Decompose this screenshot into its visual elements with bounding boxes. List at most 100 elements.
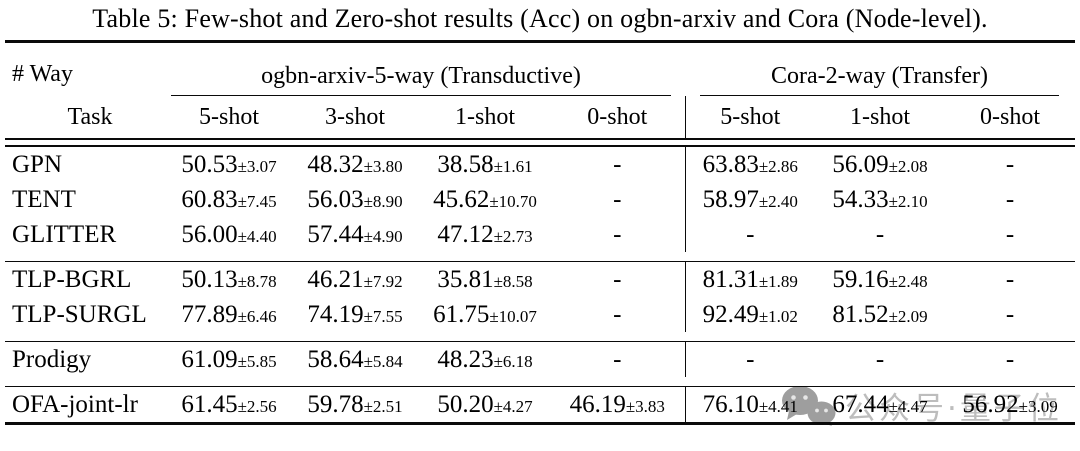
accuracy-value: 50.20 (437, 390, 494, 418)
value-cell: 58.97±2.40 (684, 182, 816, 217)
section-rule (5, 252, 1076, 262)
dash-cell: - (684, 341, 816, 377)
results-table: # Way ogbn-arxiv-5-way (Transductive) Co… (5, 40, 1076, 425)
table-row: Prodigy 61.09±5.85 58.64±5.84 48.23±6.18- - -… (5, 341, 1075, 378)
std-dev-value: ±6.18 (493, 351, 533, 371)
std-dev-value: ±4.27 (493, 396, 533, 416)
task-cell: TLP-BGRL (12, 265, 132, 293)
dash-cell: - (945, 342, 1075, 378)
value-cell: 60.83±7.45 (168, 182, 290, 217)
col-header-arxiv-3shot: 3-shot (325, 103, 385, 130)
task-cell: TENT (12, 185, 76, 213)
accuracy-value: 46.21 (307, 265, 364, 293)
std-dev-value: ±7.92 (363, 271, 403, 291)
accuracy-value: 59.16 (832, 265, 889, 293)
std-dev-value: ±2.51 (363, 396, 403, 416)
value-cell: 50.53±3.07 (168, 146, 290, 182)
group-header-arxiv: ogbn-arxiv-5-way (Transductive) (168, 42, 685, 96)
dash-value: - (613, 345, 622, 373)
task-cell: GPN (12, 150, 63, 178)
col-header-cora-1shot: 1-shot (850, 103, 911, 130)
col-header-arxiv-0shot: 0-shot (587, 103, 648, 130)
table-row: TLP-BGRL 50.13±8.78 46.21±7.92 35.81±8.58-8… (5, 261, 1075, 298)
std-dev-value: ±6.46 (237, 306, 277, 326)
accuracy-value: 48.23 (437, 345, 494, 373)
std-dev-value: ±4.40 (237, 226, 277, 246)
results-table-body: GPN 50.53±3.07 48.32±3.80 38.58±1.61-63.83±… (5, 146, 1076, 424)
std-dev-value: ±2.86 (758, 156, 798, 176)
dash-cell: - (945, 182, 1075, 217)
value-cell: 45.62±10.70 (420, 182, 550, 217)
accuracy-value: 76.10 (702, 390, 759, 418)
group-label-arxiv: ogbn-arxiv-5-way (Transductive) (171, 63, 672, 96)
dash-cell: - (945, 262, 1075, 298)
value-cell: 58.64±5.84 (290, 342, 420, 378)
value-cell: 77.89±6.46 (168, 297, 290, 332)
col-header-arxiv-5shot: 5-shot (199, 103, 259, 130)
std-dev-value: ±4.90 (363, 226, 403, 246)
section-rule (5, 332, 1076, 342)
accuracy-value: 56.03 (307, 185, 364, 213)
table-row: OFA-joint-lr 61.45±2.56 59.78±2.51 50.20±4.… (5, 386, 1075, 424)
accuracy-value: 60.83 (181, 185, 238, 213)
group-header-row: # Way ogbn-arxiv-5-way (Transductive) Co… (5, 42, 1075, 96)
value-cell: 56.00±4.40 (168, 217, 290, 252)
value-cell: 48.32±3.80 (290, 146, 420, 182)
dash-value: - (1005, 300, 1015, 328)
table-row: GLITTER 56.00±4.40 57.44±4.90 47.12±2.73- - -… (5, 217, 1075, 252)
std-dev-value: ±10.07 (489, 306, 537, 326)
accuracy-value: 63.83 (702, 150, 759, 178)
std-dev-value: ±4.47 (888, 396, 928, 416)
accuracy-value: 56.00 (181, 220, 238, 248)
accuracy-value: 58.97 (702, 185, 759, 213)
dash-value: - (613, 300, 622, 328)
value-cell: 61.75±10.07 (420, 297, 550, 332)
value-cell: 74.19±7.55 (290, 297, 420, 332)
value-cell: 57.44±4.90 (290, 217, 420, 252)
value-cell: 46.21±7.92 (290, 262, 420, 298)
accuracy-value: 61.45 (181, 390, 238, 418)
value-cell: 67.44±4.47 (815, 387, 945, 424)
value-cell: 61.45±2.56 (168, 387, 290, 424)
dash-value: - (613, 265, 622, 293)
std-dev-value: ±3.80 (363, 156, 403, 176)
dash-cell: - (550, 182, 685, 217)
value-cell: 48.23±6.18 (420, 342, 550, 378)
dash-value: - (875, 220, 885, 248)
std-dev-value: ±5.84 (363, 351, 403, 371)
accuracy-value: 59.78 (307, 390, 364, 418)
dash-cell: - (684, 217, 816, 252)
std-dev-value: ±5.85 (237, 351, 277, 371)
value-cell: 81.52±2.09 (815, 297, 945, 332)
value-cell: 54.33±2.10 (815, 182, 945, 217)
value-cell: 50.20±4.27 (420, 387, 550, 424)
accuracy-value: 48.32 (307, 150, 364, 178)
value-cell: 92.49±1.02 (684, 297, 816, 332)
dash-value: - (1005, 220, 1015, 248)
value-cell: 81.31±1.89 (684, 261, 816, 297)
std-dev-value: ±10.70 (489, 191, 537, 211)
accuracy-value: 57.44 (307, 220, 364, 248)
dash-cell: - (945, 217, 1075, 252)
value-cell: 59.16±2.48 (815, 262, 945, 298)
std-dev-value: ±2.08 (888, 156, 928, 176)
dash-cell: - (550, 146, 685, 182)
dash-value: - (613, 220, 622, 248)
task-cell: GLITTER (12, 220, 117, 248)
dash-value: - (1005, 265, 1015, 293)
value-cell: 47.12±2.73 (420, 217, 550, 252)
dash-value: - (746, 220, 755, 248)
table-row: GPN 50.53±3.07 48.32±3.80 38.58±1.61-63.83±… (5, 146, 1075, 182)
dash-cell: - (550, 262, 685, 298)
std-dev-value: ±7.55 (363, 306, 403, 326)
value-cell: 38.58±1.61 (420, 146, 550, 182)
std-dev-value: ±2.56 (237, 396, 277, 416)
value-cell: 46.19±3.83 (550, 387, 685, 424)
accuracy-value: 56.92 (962, 390, 1019, 418)
value-cell: 56.09±2.08 (815, 146, 945, 182)
col-header-cora-5shot: 5-shot (684, 96, 816, 139)
std-dev-value: ±8.78 (237, 271, 277, 291)
dash-cell: - (550, 297, 685, 332)
col-header-arxiv-1shot: 1-shot (455, 103, 515, 130)
std-dev-value: ±2.48 (888, 271, 928, 291)
